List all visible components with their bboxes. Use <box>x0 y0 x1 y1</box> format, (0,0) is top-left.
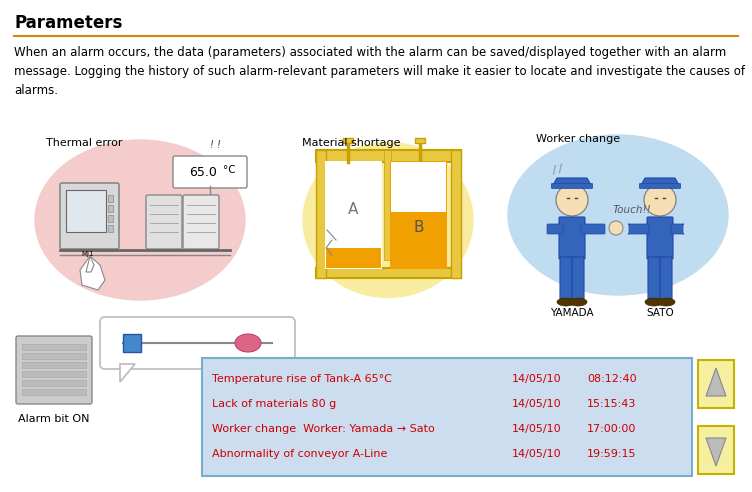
FancyBboxPatch shape <box>108 225 113 232</box>
Text: 15:15:43: 15:15:43 <box>587 399 636 409</box>
FancyBboxPatch shape <box>22 353 86 359</box>
FancyBboxPatch shape <box>648 257 660 299</box>
FancyBboxPatch shape <box>698 426 734 474</box>
FancyBboxPatch shape <box>560 257 572 299</box>
FancyBboxPatch shape <box>22 362 86 368</box>
Polygon shape <box>86 256 94 272</box>
Text: YAMADA: YAMADA <box>550 308 594 318</box>
Text: 14/05/10: 14/05/10 <box>512 374 562 384</box>
FancyBboxPatch shape <box>390 161 447 269</box>
Circle shape <box>556 184 588 216</box>
Text: Alarm bit ON: Alarm bit ON <box>18 414 89 424</box>
Text: Material shortage: Material shortage <box>302 138 401 148</box>
FancyBboxPatch shape <box>316 150 461 162</box>
Text: Parameters: Parameters <box>14 14 123 32</box>
Text: / /: / / <box>551 164 565 176</box>
FancyBboxPatch shape <box>451 150 461 278</box>
Text: SATO: SATO <box>646 308 674 318</box>
Text: B: B <box>414 220 424 236</box>
FancyBboxPatch shape <box>100 317 295 369</box>
FancyBboxPatch shape <box>551 184 593 188</box>
Circle shape <box>644 184 676 216</box>
Text: 17:00:00: 17:00:00 <box>587 424 636 434</box>
Polygon shape <box>552 178 592 187</box>
FancyBboxPatch shape <box>183 195 219 249</box>
Polygon shape <box>80 256 105 290</box>
FancyBboxPatch shape <box>60 183 119 249</box>
FancyBboxPatch shape <box>108 215 113 222</box>
Text: Temperature rise of Tank-A 65°C: Temperature rise of Tank-A 65°C <box>212 374 392 384</box>
FancyBboxPatch shape <box>202 358 692 476</box>
Text: 19:59:15: 19:59:15 <box>587 449 636 459</box>
FancyBboxPatch shape <box>572 257 584 299</box>
Text: 14/05/10: 14/05/10 <box>512 449 562 459</box>
Polygon shape <box>706 438 726 466</box>
FancyBboxPatch shape <box>547 224 563 234</box>
FancyBboxPatch shape <box>108 195 113 202</box>
FancyBboxPatch shape <box>146 195 182 249</box>
Text: °C: °C <box>223 165 235 175</box>
Text: 08:12:40: 08:12:40 <box>587 374 637 384</box>
FancyBboxPatch shape <box>628 224 650 234</box>
FancyBboxPatch shape <box>22 371 86 377</box>
FancyBboxPatch shape <box>698 360 734 408</box>
FancyBboxPatch shape <box>415 138 425 143</box>
Ellipse shape <box>303 143 473 298</box>
FancyBboxPatch shape <box>559 217 585 259</box>
FancyBboxPatch shape <box>173 156 247 188</box>
FancyBboxPatch shape <box>123 334 141 352</box>
FancyBboxPatch shape <box>639 184 681 188</box>
Ellipse shape <box>569 298 587 306</box>
FancyBboxPatch shape <box>22 344 86 350</box>
FancyBboxPatch shape <box>326 248 381 268</box>
FancyBboxPatch shape <box>316 268 461 278</box>
Text: Touch!!: Touch!! <box>613 205 651 215</box>
FancyBboxPatch shape <box>316 150 326 278</box>
FancyBboxPatch shape <box>22 380 86 386</box>
FancyBboxPatch shape <box>581 224 605 234</box>
Polygon shape <box>706 368 726 396</box>
Polygon shape <box>640 178 680 187</box>
Text: Lack of materials 80 g: Lack of materials 80 g <box>212 399 336 409</box>
Ellipse shape <box>557 298 575 306</box>
Text: Worker change: Worker change <box>536 134 620 144</box>
Circle shape <box>609 221 623 235</box>
Ellipse shape <box>235 334 261 352</box>
Ellipse shape <box>657 298 675 306</box>
Text: 14/05/10: 14/05/10 <box>512 399 562 409</box>
FancyBboxPatch shape <box>384 150 391 260</box>
Ellipse shape <box>35 140 245 300</box>
FancyBboxPatch shape <box>108 205 113 212</box>
Ellipse shape <box>645 298 663 306</box>
Text: A: A <box>348 203 358 217</box>
FancyBboxPatch shape <box>670 224 684 234</box>
FancyBboxPatch shape <box>325 161 382 269</box>
Text: MJ1: MJ1 <box>82 251 94 257</box>
Text: Abnormality of conveyor A-Line: Abnormality of conveyor A-Line <box>212 449 387 459</box>
Text: Thermal error: Thermal error <box>46 138 123 148</box>
Text: ! !: ! ! <box>210 140 220 150</box>
FancyBboxPatch shape <box>647 217 673 259</box>
FancyBboxPatch shape <box>66 190 106 232</box>
Text: When an alarm occurs, the data (parameters) associated with the alarm can be sav: When an alarm occurs, the data (paramete… <box>14 46 745 97</box>
FancyBboxPatch shape <box>660 257 672 299</box>
FancyBboxPatch shape <box>391 162 446 212</box>
Polygon shape <box>120 364 135 382</box>
Text: 14/05/10: 14/05/10 <box>512 424 562 434</box>
FancyBboxPatch shape <box>16 336 92 404</box>
FancyBboxPatch shape <box>343 138 353 143</box>
FancyBboxPatch shape <box>22 389 86 395</box>
Text: 65.0: 65.0 <box>189 165 217 179</box>
Text: Worker change  Worker: Yamada → Sato: Worker change Worker: Yamada → Sato <box>212 424 435 434</box>
Ellipse shape <box>508 135 728 295</box>
